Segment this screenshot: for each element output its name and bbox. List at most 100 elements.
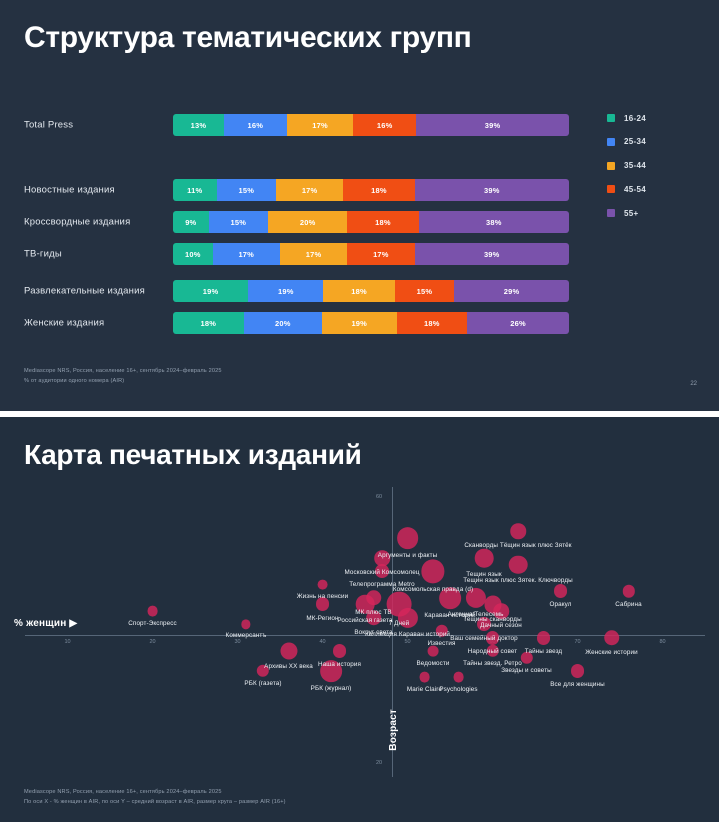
- scatter-dot[interactable]: [485, 630, 500, 645]
- bar-segment: 38%: [418, 211, 569, 233]
- legend-item-label: 25-34: [624, 137, 646, 147]
- bar-segment: 39%: [416, 114, 569, 136]
- legend-item[interactable]: 35-44: [607, 160, 646, 172]
- scatter-dot[interactable]: [386, 592, 412, 617]
- scatter-point-label: РБК (журнал): [310, 685, 352, 693]
- bar-segment: 20%: [243, 312, 322, 334]
- bar-row-label: Новостные издания: [24, 184, 115, 196]
- legend-swatch-icon: [607, 137, 615, 146]
- scatter-dot[interactable]: [419, 672, 430, 683]
- scatter-dot[interactable]: [355, 595, 375, 614]
- bar-segment: 19%: [248, 280, 324, 302]
- scatter-dot[interactable]: [520, 651, 533, 664]
- legend-swatch-icon: [607, 185, 615, 194]
- scatter-dot[interactable]: [493, 603, 509, 619]
- scatter-dot[interactable]: [486, 644, 499, 658]
- scatter-dot[interactable]: [256, 664, 270, 678]
- scatter-dot[interactable]: [375, 564, 389, 579]
- legend-item-label: 45-54: [624, 184, 646, 194]
- scatter-dot[interactable]: [147, 605, 158, 617]
- scatter-dot[interactable]: [421, 559, 445, 583]
- scatter-dot[interactable]: [427, 645, 439, 657]
- scatter-dot[interactable]: [465, 587, 486, 608]
- legend-item[interactable]: 16-24: [607, 112, 646, 124]
- scatter-dot[interactable]: [320, 659, 342, 682]
- bar-track: 19% 19% 18% 15% 29%: [173, 280, 569, 302]
- scatter-point-label: Сканворды Тёщин язык плюс Зятёк: [464, 542, 572, 550]
- bar-row: Total Press 13% 16% 17% 16% 39%: [0, 114, 719, 136]
- bar-segment: 39%: [414, 179, 569, 201]
- bar-row-label: Кроссвордные издания: [24, 216, 131, 228]
- bar-segment: 15%: [216, 179, 276, 201]
- bar-segment: 17%: [275, 179, 344, 201]
- scatter-point-label: Российская газета: [337, 617, 393, 625]
- scatter-dot[interactable]: [279, 642, 298, 660]
- scatter-dot[interactable]: [477, 617, 491, 632]
- x-axis-tick: 30: [234, 639, 241, 645]
- scatter-point-label: Коллекция Караван историй: [364, 631, 451, 639]
- scatter-dot[interactable]: [603, 629, 620, 646]
- y-axis-line: [392, 487, 393, 777]
- scatter-dot[interactable]: [536, 630, 551, 645]
- scatter-point-label: Караван историй: [424, 612, 476, 620]
- scatter-point-label: Спорт-Экспресс: [128, 619, 177, 627]
- scatter-dot[interactable]: [570, 663, 585, 678]
- bar-segment: 15%: [394, 280, 455, 302]
- bar-track: 10% 17% 17% 17% 39%: [173, 243, 569, 265]
- bar-segment: 10%: [173, 243, 213, 265]
- scatter-point-label: Ваш семейный доктор: [450, 634, 518, 642]
- scatter-dot[interactable]: [453, 672, 464, 683]
- legend-item[interactable]: 45-54: [607, 183, 646, 195]
- scatter-dot[interactable]: [553, 584, 568, 599]
- slide2-title: Карта печатных изданий: [24, 439, 362, 470]
- scatter-point-label: РБК (газета): [244, 680, 282, 688]
- slide1-footnote-line1: Mediascope NRS, Россия, население 16+, с…: [24, 368, 222, 375]
- scatter-dot[interactable]: [435, 624, 448, 638]
- bar-row: Новостные издания 11% 15% 17% 18% 39%: [0, 179, 719, 201]
- bar-track: 11% 15% 17% 18% 39%: [173, 179, 569, 201]
- bar-row-label: Total Press: [24, 119, 74, 131]
- bar-segment: 17%: [347, 243, 415, 265]
- scatter-point-label: Известия: [427, 640, 456, 648]
- legend-swatch-icon: [607, 209, 615, 218]
- bar-segment: 20%: [268, 211, 348, 233]
- bar-segment: 18%: [173, 312, 244, 334]
- slide-structure-of-thematic-groups: Структура тематических групп Total Press…: [0, 21, 719, 387]
- x-axis-line: [25, 635, 705, 636]
- scatter-dot[interactable]: [622, 584, 635, 598]
- y-axis-title: Возраст: [388, 709, 399, 751]
- scatter-dot[interactable]: [439, 586, 461, 609]
- scatter-dot[interactable]: [474, 548, 494, 568]
- scatter-dot[interactable]: [510, 523, 526, 540]
- scatter-point-label: Ведомости: [416, 659, 450, 667]
- stacked-bar-chart: Total Press 13% 16% 17% 16% 39% Новостные изда…: [0, 100, 719, 350]
- legend-item-label: 35-44: [624, 161, 646, 171]
- bar-segment: 9%: [173, 211, 209, 233]
- scatter-point-label: Коммерсантъ: [225, 632, 267, 640]
- slide2-footnote: Mediascope NRS, Россия, население 16+, с…: [24, 788, 286, 808]
- bar-segment: 11%: [173, 179, 217, 201]
- scatter-dot[interactable]: [508, 555, 528, 574]
- legend-item[interactable]: 25-34: [607, 136, 646, 148]
- scatter-point-label: Звезды и советы: [501, 667, 552, 675]
- bar-segment: 13%: [173, 114, 224, 136]
- slide2-footnote-line1: Mediascope NRS, Россия, население 16+, с…: [24, 789, 222, 796]
- slide2-footnote-line2: По оси X - % женщин в AIR, по оси Y – ср…: [24, 799, 286, 806]
- scatter-dot[interactable]: [315, 597, 330, 612]
- scatter-point-label: Аргументы и факты: [377, 552, 438, 560]
- scatter-dot[interactable]: [332, 643, 347, 658]
- scatter-dot[interactable]: [241, 619, 251, 630]
- scatter-point-label: Жизнь на пенсии: [296, 593, 349, 601]
- legend-item-label: 55+: [624, 208, 639, 218]
- scatter-dot[interactable]: [317, 579, 328, 590]
- bar-row: Кроссвордные издания 9% 15% 20% 18% 38%: [0, 211, 719, 233]
- scatter-dot[interactable]: [396, 527, 419, 549]
- x-axis-title: % женщин ▶: [14, 618, 78, 629]
- legend-item-label: 16-24: [624, 113, 646, 123]
- legend-item[interactable]: 55+: [607, 207, 646, 219]
- scatter-dot[interactable]: [365, 609, 382, 626]
- scatter-dot[interactable]: [374, 550, 390, 566]
- scatter-point-label: Тещин язык: [466, 570, 502, 578]
- legend-swatch-icon: [607, 114, 615, 122]
- scatter-point-label: Оракул: [549, 601, 572, 609]
